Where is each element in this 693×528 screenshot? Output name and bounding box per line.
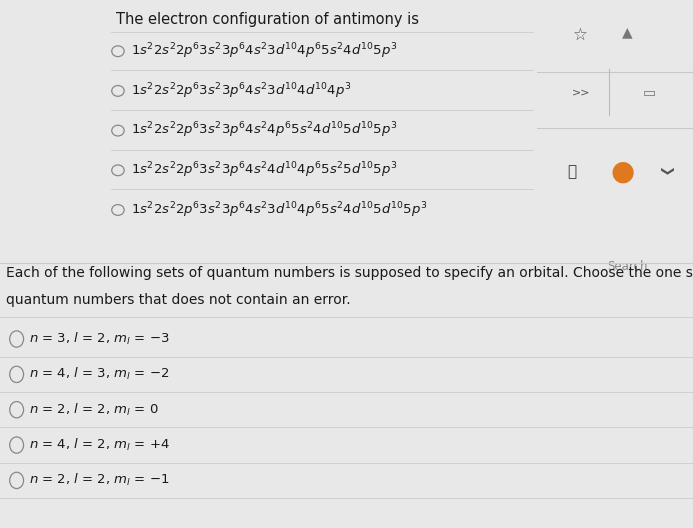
Text: $n$ = 4, $l$ = 3, $m_l$ = −2: $n$ = 4, $l$ = 3, $m_l$ = −2 <box>29 366 170 382</box>
Text: 🔔: 🔔 <box>567 164 576 179</box>
Text: 1$s^2$2$s^2$2$p^6$3$s^2$3$p^6$4$s^2$4$d^{10}$4$p^6$5$s^2$5$d^{10}$5$p^3$: 1$s^2$2$s^2$2$p^6$3$s^2$3$p^6$4$s^2$4$d^… <box>131 161 398 180</box>
Text: $n$ = 4, $l$ = 2, $m_l$ = +4: $n$ = 4, $l$ = 2, $m_l$ = +4 <box>29 437 170 453</box>
Text: 1$s^2$2$s^2$2$p^6$3$s^2$3$p^6$4$s^2$4$p^6$5$s^2$4$d^{10}$5$d^{10}$5$p^3$: 1$s^2$2$s^2$2$p^6$3$s^2$3$p^6$4$s^2$4$p^… <box>131 121 398 140</box>
Text: Each of the following sets of quantum numbers is supposed to specify an orbital.: Each of the following sets of quantum nu… <box>6 267 693 280</box>
Text: 1$s^2$2$s^2$2$p^6$3$s^2$3$p^6$4$s^2$3$d^{10}$4$p^6$5$s^2$4$d^{10}$5$d^{10}$5$p^3: 1$s^2$2$s^2$2$p^6$3$s^2$3$p^6$4$s^2$3$d^… <box>131 200 428 220</box>
Text: $n$ = 3, $l$ = 2, $m_l$ = −3: $n$ = 3, $l$ = 2, $m_l$ = −3 <box>29 331 170 347</box>
Text: ❯: ❯ <box>658 166 672 177</box>
Text: Search: Search <box>607 260 648 273</box>
Text: quantum numbers that does not contain an error.: quantum numbers that does not contain an… <box>6 293 350 307</box>
Text: ▭: ▭ <box>643 85 656 99</box>
Text: $n$ = 2, $l$ = 2, $m_l$ = 0: $n$ = 2, $l$ = 2, $m_l$ = 0 <box>29 402 159 418</box>
Text: $n$ = 2, $l$ = 2, $m_l$ = −1: $n$ = 2, $l$ = 2, $m_l$ = −1 <box>29 473 170 488</box>
Text: ▲: ▲ <box>622 25 633 40</box>
Text: ☆: ☆ <box>573 25 588 44</box>
Text: The electron configuration of antimony is: The electron configuration of antimony i… <box>116 12 419 26</box>
Text: >>: >> <box>572 87 590 97</box>
Text: 1$s^2$2$s^2$2$p^6$3$s^2$3$p^6$4$s^2$3$d^{10}$4$p^6$5$s^2$4$d^{10}$5$p^3$: 1$s^2$2$s^2$2$p^6$3$s^2$3$p^6$4$s^2$3$d^… <box>131 41 398 61</box>
Text: ●: ● <box>611 157 635 185</box>
Text: 1$s^2$2$s^2$2$p^6$3$s^2$3$p^6$4$s^2$3$d^{10}$4$d^{10}$4$p^3$: 1$s^2$2$s^2$2$p^6$3$s^2$3$p^6$4$s^2$3$d^… <box>131 81 352 101</box>
